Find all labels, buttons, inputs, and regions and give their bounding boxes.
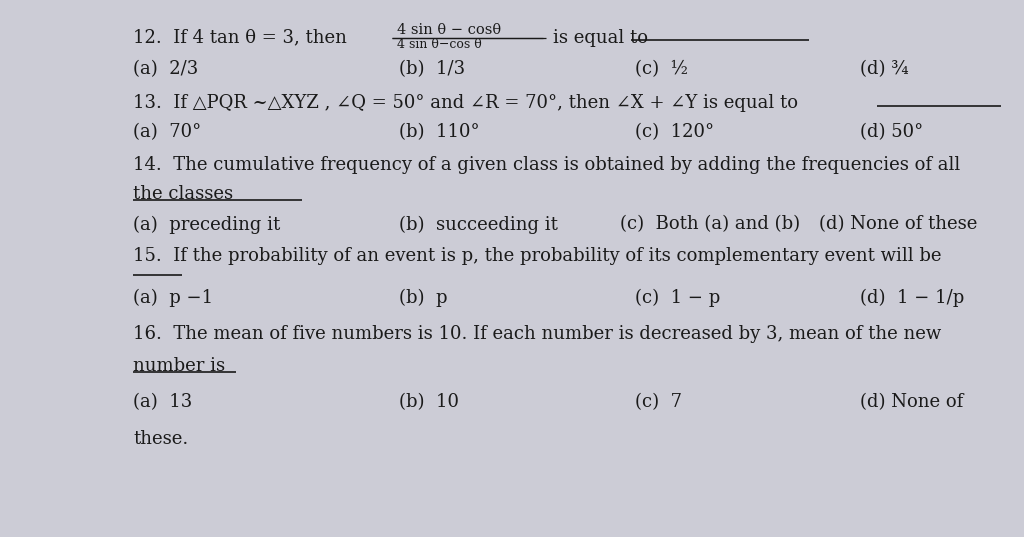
Text: (b)  10: (b) 10 [399, 393, 460, 411]
Text: the classes: the classes [133, 185, 233, 204]
Text: these.: these. [133, 430, 188, 448]
Text: 16.  The mean of five numbers is 10. If each number is decreased by 3, mean of t: 16. The mean of five numbers is 10. If e… [133, 325, 941, 343]
Text: (b)  110°: (b) 110° [399, 123, 480, 141]
Text: (c)  120°: (c) 120° [635, 123, 714, 141]
Text: (d) 50°: (d) 50° [860, 123, 924, 141]
Text: (a)  preceding it: (a) preceding it [133, 215, 281, 234]
Text: 4 sin θ − cosθ: 4 sin θ − cosθ [397, 23, 502, 37]
Text: (c)  ½: (c) ½ [635, 60, 688, 78]
Text: (a)  70°: (a) 70° [133, 123, 202, 141]
Text: (d) None of: (d) None of [860, 393, 964, 411]
Text: 14.  The cumulative frequency of a given class is obtained by adding the frequen: 14. The cumulative frequency of a given … [133, 156, 961, 174]
Text: (a)  p −1: (a) p −1 [133, 289, 213, 307]
Text: is equal to: is equal to [553, 28, 648, 47]
Text: (c)  Both (a) and (b): (c) Both (a) and (b) [620, 215, 800, 234]
Text: (d)  1 − 1/p: (d) 1 − 1/p [860, 289, 965, 307]
Text: (b)  succeeding it: (b) succeeding it [399, 215, 558, 234]
Text: (c)  1 − p: (c) 1 − p [635, 289, 720, 307]
Text: (a)  13: (a) 13 [133, 393, 193, 411]
Text: 4 sin θ−cos θ: 4 sin θ−cos θ [397, 38, 482, 50]
Text: 12.  If 4 tan θ = 3, then: 12. If 4 tan θ = 3, then [133, 28, 347, 47]
Text: (b)  1/3: (b) 1/3 [399, 60, 466, 78]
Text: 15.  If the probability of an event is p, the probability of its complementary e: 15. If the probability of an event is p,… [133, 246, 942, 265]
Text: (a)  2/3: (a) 2/3 [133, 60, 199, 78]
Text: (d) ¾: (d) ¾ [860, 60, 908, 78]
Text: number is: number is [133, 357, 225, 375]
Text: (b)  p: (b) p [399, 289, 447, 307]
Text: (c)  7: (c) 7 [635, 393, 682, 411]
Text: 13.  If △PQR ~△XYZ , ∠Q = 50° and ∠R = 70°, then ∠X + ∠Y is equal to: 13. If △PQR ~△XYZ , ∠Q = 50° and ∠R = 70… [133, 94, 798, 112]
Text: (d) None of these: (d) None of these [819, 215, 978, 234]
